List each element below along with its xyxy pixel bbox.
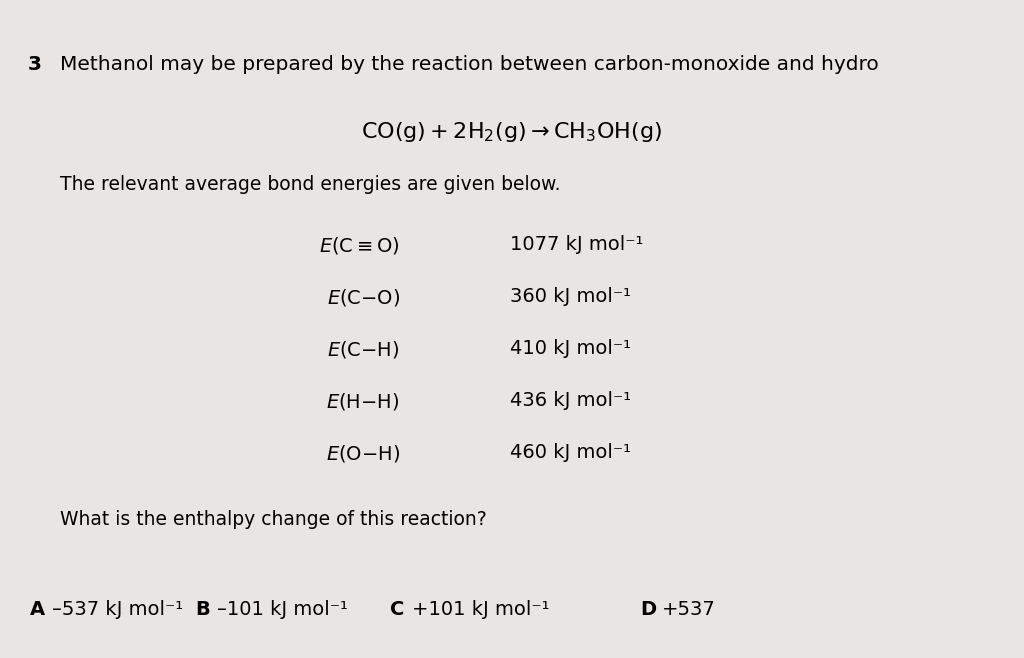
Text: 436 kJ mol⁻¹: 436 kJ mol⁻¹ bbox=[510, 391, 631, 410]
Text: –101 kJ mol⁻¹: –101 kJ mol⁻¹ bbox=[217, 600, 348, 619]
Text: 3: 3 bbox=[28, 55, 42, 74]
Text: 1077 kJ mol⁻¹: 1077 kJ mol⁻¹ bbox=[510, 235, 643, 254]
Text: A: A bbox=[30, 600, 45, 619]
Text: –537 kJ mol⁻¹: –537 kJ mol⁻¹ bbox=[52, 600, 183, 619]
Text: B: B bbox=[195, 600, 210, 619]
Text: +537: +537 bbox=[662, 600, 716, 619]
Text: $\mathrm{CO(g) + 2H_2(g) \rightarrow CH_3OH(g)}$: $\mathrm{CO(g) + 2H_2(g) \rightarrow CH_… bbox=[361, 120, 663, 144]
Text: C: C bbox=[390, 600, 404, 619]
Text: 410 kJ mol⁻¹: 410 kJ mol⁻¹ bbox=[510, 339, 631, 358]
Text: $\mathit{E}$(C$\equiv$O): $\mathit{E}$(C$\equiv$O) bbox=[319, 235, 400, 256]
Text: $\mathit{E}$(O$-$H): $\mathit{E}$(O$-$H) bbox=[326, 443, 400, 464]
Text: D: D bbox=[640, 600, 656, 619]
Text: +101 kJ mol⁻¹: +101 kJ mol⁻¹ bbox=[412, 600, 550, 619]
Text: The relevant average bond energies are given below.: The relevant average bond energies are g… bbox=[60, 175, 560, 194]
Text: $\mathit{E}$(C$-$H): $\mathit{E}$(C$-$H) bbox=[328, 339, 400, 360]
Text: What is the enthalpy change of this reaction?: What is the enthalpy change of this reac… bbox=[60, 510, 486, 529]
Text: Methanol may be prepared by the reaction between carbon‐monoxide and hydro: Methanol may be prepared by the reaction… bbox=[60, 55, 879, 74]
Text: $\mathit{E}$(H$-$H): $\mathit{E}$(H$-$H) bbox=[327, 391, 400, 412]
Text: 460 kJ mol⁻¹: 460 kJ mol⁻¹ bbox=[510, 443, 631, 462]
Text: $\mathit{E}$(C$-$O): $\mathit{E}$(C$-$O) bbox=[327, 287, 400, 308]
Text: 360 kJ mol⁻¹: 360 kJ mol⁻¹ bbox=[510, 287, 631, 306]
